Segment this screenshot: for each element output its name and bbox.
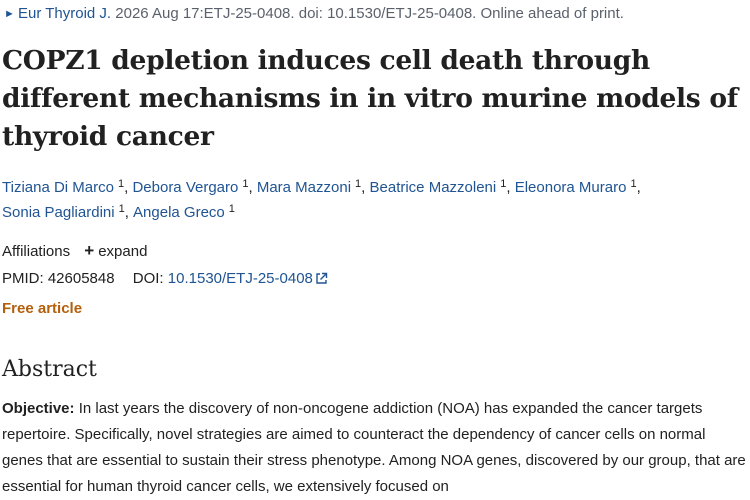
abstract-paragraph: Objective: In last years the discovery o… xyxy=(2,396,747,500)
author-affiliation-number[interactable]: 1 xyxy=(500,178,507,190)
doi-link[interactable]: 10.1530/ETJ-25-0408 xyxy=(168,270,328,287)
external-link-icon xyxy=(316,272,328,284)
author-link[interactable]: Debora Vergaro xyxy=(132,179,239,196)
author-item: Mara Mazzoni 1, xyxy=(256,178,370,197)
article-title: COPZ1 depletion induces cell death throu… xyxy=(2,45,738,152)
objective-label: Objective: xyxy=(2,400,75,417)
pmid-label: PMID: xyxy=(2,270,44,287)
author-item: Angela Greco 1 xyxy=(133,203,235,222)
author-item: Sonia Pagliardini 1, xyxy=(2,203,134,222)
author-affiliation-number[interactable]: 1 xyxy=(228,203,235,215)
free-article-badge: Free article xyxy=(2,300,83,317)
affiliations-row: Affiliations + expand xyxy=(2,241,147,262)
author-item: Eleonora Muraro 1, xyxy=(514,178,641,197)
affiliations-expand-button[interactable]: + expand xyxy=(84,241,148,260)
authors-list: Tiziana Di Marco 1, Debora Vergaro 1, Mara… xyxy=(2,175,747,225)
author-item: Tiziana Di Marco 1, xyxy=(2,178,133,197)
author-link[interactable]: Mara Mazzoni xyxy=(256,179,352,196)
author-link[interactable]: Angela Greco xyxy=(133,204,225,221)
doi-value: 10.1530/ETJ-25-0408 xyxy=(167,270,313,287)
affiliations-label: Affiliations xyxy=(2,243,71,260)
identifiers-row: PMID: 42605848 DOI: 10.1530/ETJ-25-0408 xyxy=(2,269,328,289)
pmid-value: 42605848 xyxy=(47,270,115,287)
author-item: Beatrice Mazzoleni 1, xyxy=(369,178,515,197)
author-affiliation-number[interactable]: 1 xyxy=(242,178,249,190)
objective-text: In last years the discovery of non-oncog… xyxy=(2,400,746,495)
doi-label: DOI: xyxy=(132,270,164,287)
author-affiliation-number[interactable]: 1 xyxy=(118,203,125,215)
author-affiliation-number[interactable]: 1 xyxy=(630,178,637,190)
author-link[interactable]: Sonia Pagliardini xyxy=(2,204,115,221)
citation-details: 2026 Aug 17:ETJ-25-0408. doi: 10.1530/ET… xyxy=(111,5,624,22)
author-affiliation-number[interactable]: 1 xyxy=(117,178,125,190)
expand-label: expand xyxy=(98,243,148,260)
abstract-heading: Abstract xyxy=(2,357,97,382)
plus-icon: + xyxy=(84,241,95,260)
triangle-right-icon[interactable]: ► xyxy=(4,8,15,20)
journal-link[interactable]: Eur Thyroid J. xyxy=(18,5,112,22)
author-link[interactable]: Beatrice Mazzoleni xyxy=(369,179,497,196)
author-link[interactable]: Tiziana Di Marco xyxy=(2,179,114,196)
citation-line: ► Eur Thyroid J. 2026 Aug 17:ETJ-25-0408.… xyxy=(4,4,624,24)
author-link[interactable]: Eleonora Muraro xyxy=(514,179,627,196)
author-affiliation-number[interactable]: 1 xyxy=(355,178,362,190)
author-item: Debora Vergaro 1, xyxy=(132,178,257,197)
